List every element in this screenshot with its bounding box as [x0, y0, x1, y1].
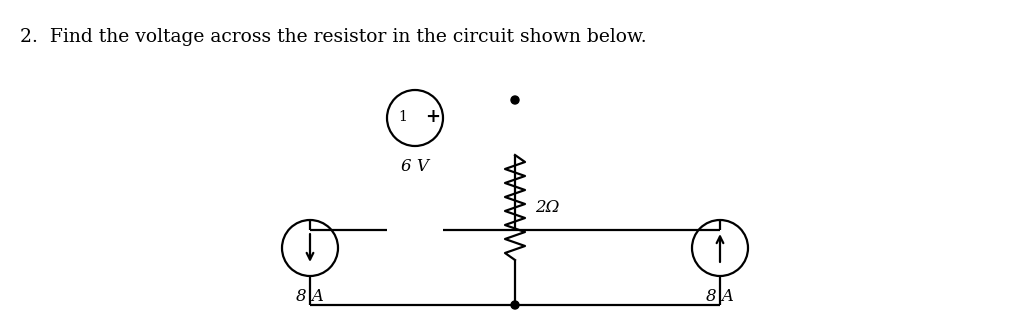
Text: +: +	[425, 108, 440, 126]
Circle shape	[511, 96, 519, 104]
Text: 1: 1	[398, 110, 407, 124]
Text: 6 V: 6 V	[401, 158, 429, 175]
Circle shape	[511, 301, 519, 309]
Text: 2.  Find the voltage across the resistor in the circuit shown below.: 2. Find the voltage across the resistor …	[20, 28, 646, 46]
Text: 8 A: 8 A	[707, 288, 734, 305]
Text: 8 A: 8 A	[296, 288, 324, 305]
Text: 2Ω: 2Ω	[535, 199, 559, 216]
